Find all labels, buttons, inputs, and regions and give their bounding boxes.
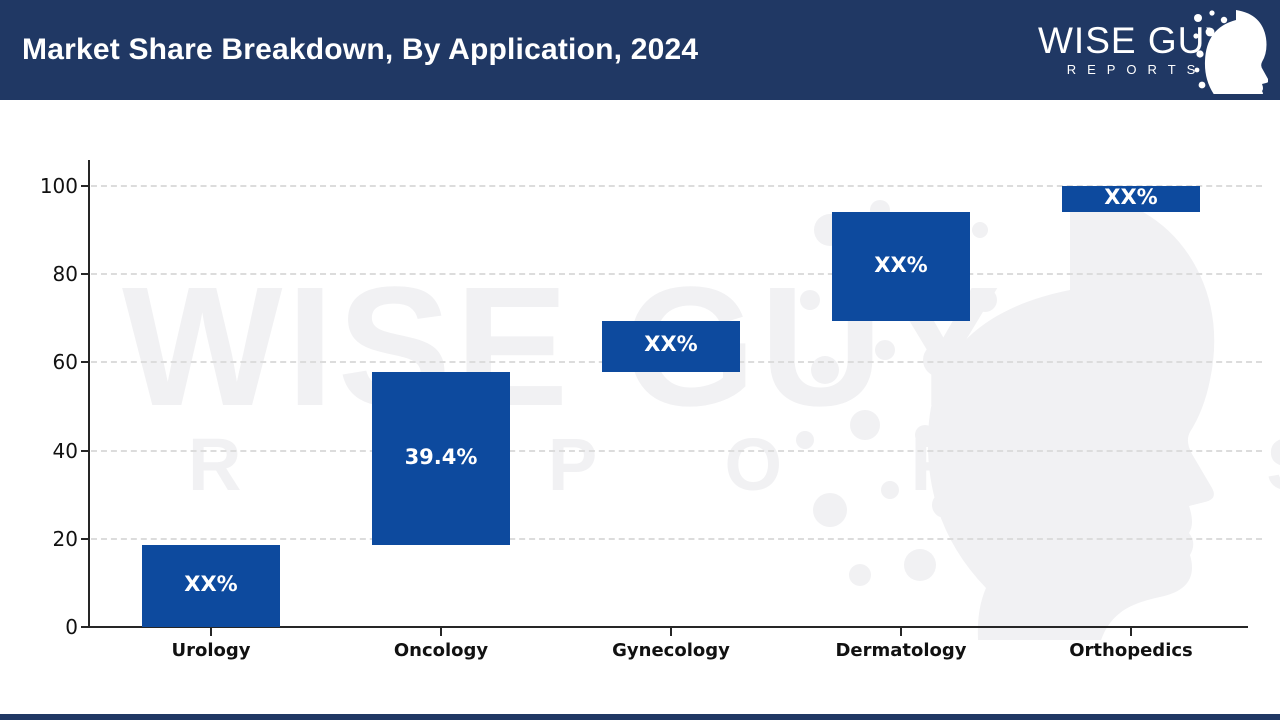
x-category-label-oncology: Oncology bbox=[393, 640, 489, 661]
gridline-20 bbox=[91, 537, 1262, 540]
bar-label-dermatology: XX% bbox=[874, 252, 928, 277]
logo-wordmark: WISE GUY REPORTS bbox=[1038, 22, 1231, 77]
y-tick-20 bbox=[81, 537, 89, 540]
gridline-80 bbox=[91, 273, 1262, 276]
bar-urology bbox=[142, 545, 280, 627]
y-axis-line bbox=[88, 160, 90, 628]
y-tick-80 bbox=[81, 273, 89, 276]
x-category-label-orthopedics: Orthopedics bbox=[1069, 640, 1193, 661]
bar-label-urology: XX% bbox=[184, 572, 238, 597]
y-tick-label-20: 20 bbox=[52, 526, 78, 551]
y-tick-label-80: 80 bbox=[52, 262, 78, 287]
wiseguy-logo: WISE GUY REPORTS bbox=[1008, 4, 1268, 96]
y-tick-0 bbox=[81, 626, 89, 628]
gridline-40 bbox=[91, 449, 1262, 452]
bar-orthopedics bbox=[1062, 186, 1200, 213]
x-tick-gynecology bbox=[670, 628, 672, 636]
x-tick-oncology bbox=[440, 628, 442, 636]
x-tick-urology bbox=[210, 628, 212, 636]
bar-label-oncology: 39.4% bbox=[404, 444, 478, 469]
bar-oncology bbox=[372, 371, 510, 546]
y-tick-60 bbox=[81, 361, 89, 364]
x-tick-orthopedics bbox=[1130, 628, 1132, 636]
page-title: Market Share Breakdown, By Application, … bbox=[22, 33, 699, 66]
logo-line-reports: REPORTS bbox=[1066, 62, 1207, 77]
bar-dermatology bbox=[832, 212, 970, 321]
bar-label-orthopedics: XX% bbox=[1104, 185, 1158, 210]
y-tick-label-0: 0 bbox=[65, 615, 78, 639]
y-tick-label-40: 40 bbox=[52, 438, 78, 463]
bar-label-gynecology: XX% bbox=[644, 332, 698, 357]
header-bar: Market Share Breakdown, By Application, … bbox=[0, 0, 1280, 100]
footer-strip bbox=[0, 714, 1280, 720]
x-tick-dermatology bbox=[900, 628, 902, 636]
x-axis-line bbox=[88, 626, 1248, 628]
x-category-label-urology: Urology bbox=[171, 640, 251, 661]
y-tick-100 bbox=[81, 185, 89, 187]
y-tick-label-60: 60 bbox=[52, 350, 78, 375]
x-category-label-dermatology: Dermatology bbox=[835, 640, 967, 661]
gridline-100 bbox=[91, 185, 1262, 187]
y-tick-label-100: 100 bbox=[39, 174, 78, 198]
x-category-label-gynecology: Gynecology bbox=[612, 640, 730, 661]
logo-face-icon bbox=[1193, 10, 1268, 94]
bar-gynecology bbox=[602, 320, 740, 372]
y-tick-40 bbox=[81, 449, 89, 452]
